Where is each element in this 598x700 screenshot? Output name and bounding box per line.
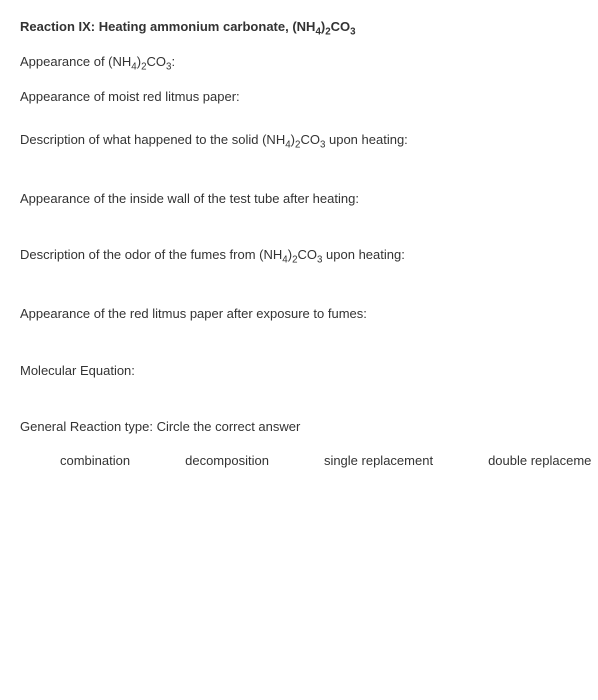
p1-suffix: : <box>171 54 175 69</box>
reaction-type-label: General Reaction type: Circle the correc… <box>20 418 578 436</box>
prompt-litmus-after-fumes: Appearance of the red litmus paper after… <box>20 305 578 323</box>
prompt-litmus-appearance: Appearance of moist red litmus paper: <box>20 88 578 106</box>
p1-m2: CO <box>147 54 167 69</box>
heading-prefix: Reaction IX: Heating ammonium carbonate,… <box>20 19 315 34</box>
p5-m2: CO <box>298 247 318 262</box>
option-single-replacement[interactable]: single replacement <box>324 452 433 470</box>
reaction-type-options: combination decomposition single replace… <box>20 452 578 470</box>
option-decomposition[interactable]: decomposition <box>185 452 269 470</box>
worksheet-heading: Reaction IX: Heating ammonium carbonate,… <box>20 18 578 39</box>
p1-prefix: Appearance of (NH <box>20 54 131 69</box>
p3-suffix: upon heating: <box>325 132 407 147</box>
p3-prefix: Description of what happened to the soli… <box>20 132 285 147</box>
p5-suffix: upon heating: <box>322 247 404 262</box>
prompt-molecular-equation: Molecular Equation: <box>20 362 578 380</box>
prompt-tube-wall: Appearance of the inside wall of the tes… <box>20 190 578 208</box>
prompt-solid-heating: Description of what happened to the soli… <box>20 131 578 152</box>
p3-m2: CO <box>300 132 320 147</box>
option-double-replacement[interactable]: double replaceme <box>488 452 591 470</box>
option-combination[interactable]: combination <box>60 452 130 470</box>
heading-sub3: 3 <box>350 27 355 38</box>
p5-prefix: Description of the odor of the fumes fro… <box>20 247 282 262</box>
heading-mid2: CO <box>331 19 351 34</box>
prompt-odor: Description of the odor of the fumes fro… <box>20 246 578 267</box>
prompt-appearance-compound: Appearance of (NH4)2CO3: <box>20 53 578 74</box>
